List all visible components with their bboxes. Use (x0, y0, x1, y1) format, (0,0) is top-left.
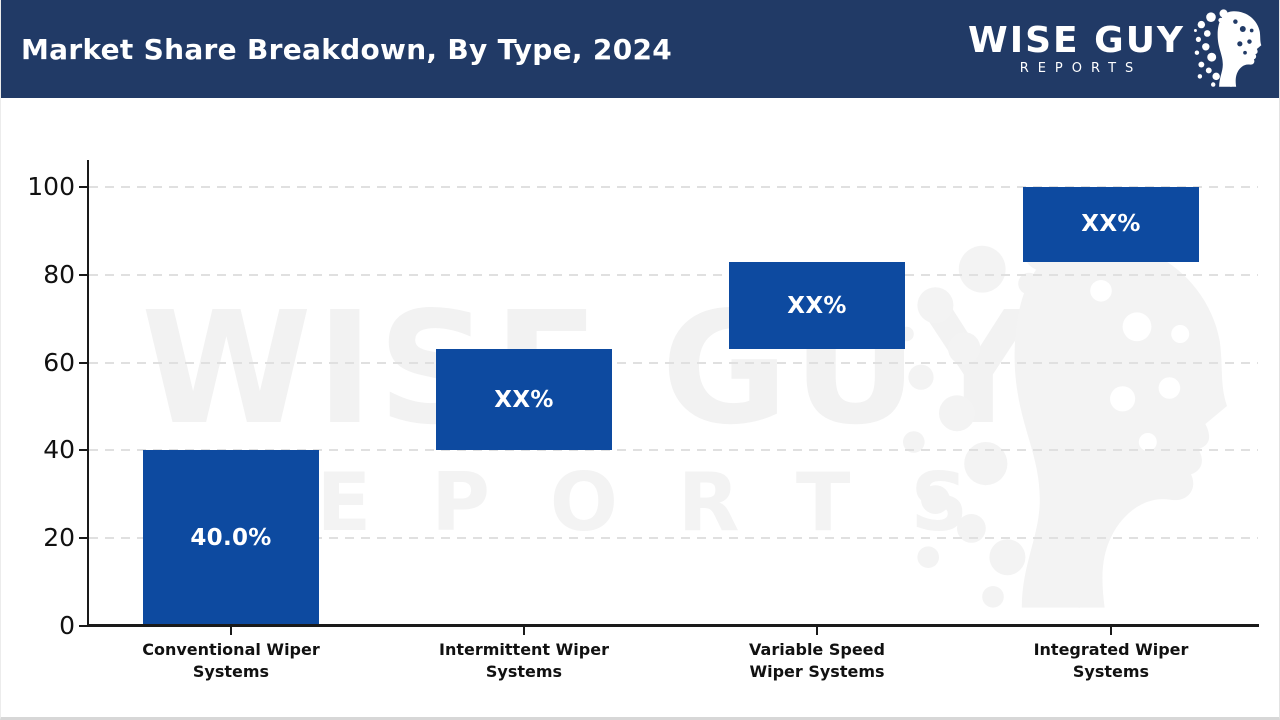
y-tick-100 (79, 186, 87, 188)
y-tick-label-60: 60 (43, 347, 75, 377)
bar-4: XX% (1023, 187, 1199, 262)
x-category-label-2: Intermittent Wiper Systems (439, 640, 609, 681)
header: Market Share Breakdown, By Type, 2024 WI… (1, 0, 1279, 98)
y-tick-label-40: 40 (43, 435, 75, 465)
y-tick-0 (79, 625, 87, 627)
gridline-20 (89, 537, 1258, 540)
gridline-40 (89, 449, 1258, 452)
y-tick-label-0: 0 (59, 611, 75, 640)
y-tick-label-100: 100 (27, 172, 75, 201)
y-axis-line (87, 160, 89, 627)
y-tick-label-80: 80 (43, 259, 75, 289)
x-tick-3 (816, 627, 818, 635)
chart-canvas: WISE GUY REPORTS 0 20 40 60 80 100 40.0% XX% XX%… (1, 98, 1279, 717)
y-tick-40 (79, 449, 87, 452)
x-category-label-3: Variable Speed Wiper Systems (749, 640, 885, 681)
logo-subtitle: REPORTS (1019, 61, 1143, 76)
watermark-head-icon (899, 231, 1227, 608)
bar-value-label-1: 40.0% (190, 525, 272, 552)
x-category-label-1: Conventional Wiper Systems (142, 640, 320, 681)
logo-wordmark: WISE GUY REPORTS (967, 20, 1185, 77)
logo-name: WISE GUY (967, 20, 1185, 61)
bar-1: 40.0% (143, 450, 319, 626)
x-tick-4 (1110, 627, 1112, 635)
gridline-80 (89, 273, 1258, 276)
y-tick-80 (79, 273, 87, 276)
gridline-100 (89, 186, 1258, 188)
wise-guy-reports-logo: WISE GUY REPORTS (968, 8, 1265, 90)
x-category-label-4: Integrated Wiper Systems (1033, 640, 1189, 681)
watermark-subtitle: REPORTS (195, 456, 1029, 549)
bar-2: XX% (436, 349, 612, 451)
gridline-60 (89, 361, 1258, 364)
bar-3: XX% (729, 261, 905, 350)
y-tick-60 (79, 361, 87, 364)
y-tick-20 (79, 537, 87, 540)
x-tick-2 (523, 627, 525, 635)
logo-head-icon (1193, 9, 1262, 87)
bar-value-label-4: XX% (1081, 211, 1141, 238)
bar-value-label-2: XX% (494, 386, 554, 413)
y-tick-label-20: 20 (43, 523, 75, 553)
bar-value-label-3: XX% (787, 292, 847, 319)
x-tick-1 (230, 627, 232, 635)
x-axis-line (88, 624, 1259, 627)
page-title: Market Share Breakdown, By Type, 2024 (21, 32, 673, 66)
